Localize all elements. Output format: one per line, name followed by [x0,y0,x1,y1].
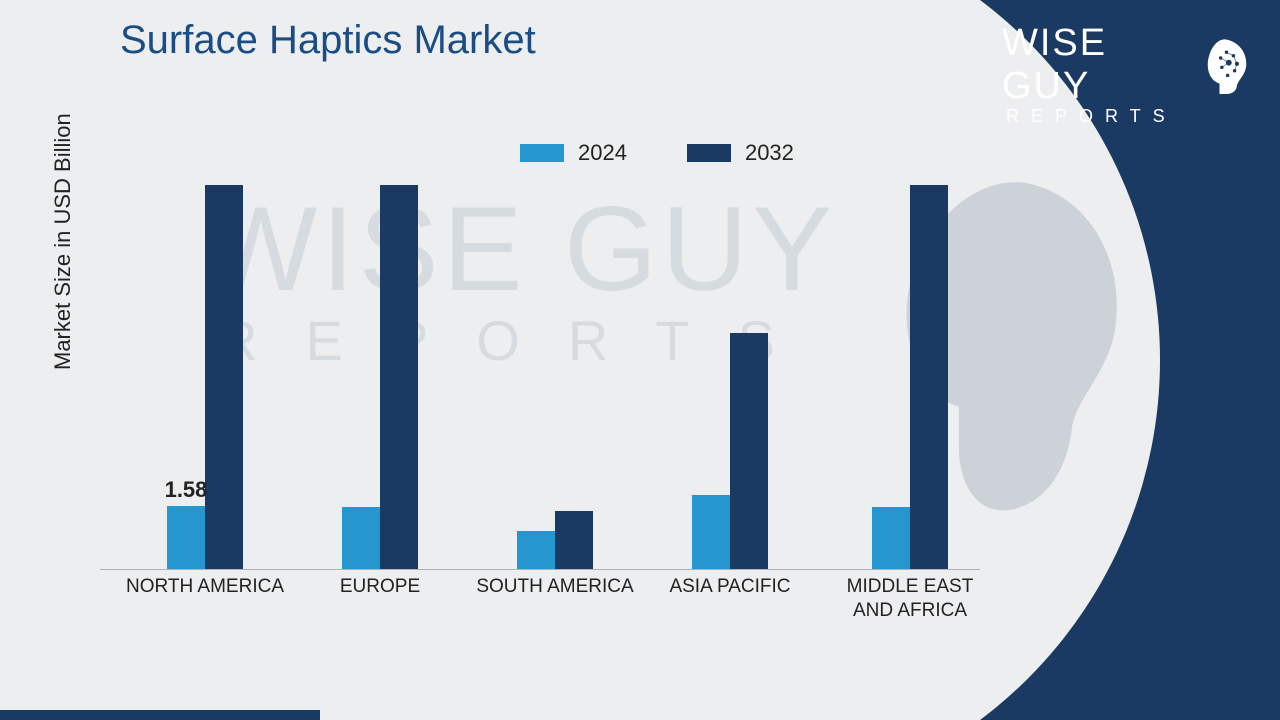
category-label: MIDDLE EAST AND AFRICA [830,575,990,623]
legend-label-2032: 2032 [745,140,794,166]
bar-group [305,185,455,569]
logo-head-icon [1194,36,1252,94]
legend-item-2024: 2024 [520,140,627,166]
legend-swatch-2024 [520,144,564,162]
bar-2032 [205,185,243,569]
bar-value-label: 1.58 [165,477,208,503]
category-label: EUROPE [300,575,460,599]
bar-group [655,333,805,569]
logo-text-line2: REPORTS [1006,106,1252,127]
bar-2024 [872,507,910,569]
bar-2032 [555,511,593,569]
legend-label-2024: 2024 [578,140,627,166]
legend-item-2032: 2032 [687,140,794,166]
brand-logo: WISE GUY REPORTS [1002,22,1252,127]
page-title: Surface Haptics Market [120,18,536,63]
bottom-accent-bar [0,710,320,720]
bar-2032 [910,185,948,569]
logo-text-line1: WISE GUY [1002,22,1188,108]
category-label: SOUTH AMERICA [475,575,635,599]
chart: 1.58 NORTH AMERICAEUROPESOUTH AMERICAASI… [100,170,980,570]
bar-group [480,511,630,569]
bar-2024 [692,495,730,569]
stage: WISE GUY REPORTS Surface Haptics Market [0,0,1280,720]
bar-2032 [730,333,768,569]
plot-area: 1.58 [100,170,980,570]
bar-group [835,185,985,569]
legend-swatch-2032 [687,144,731,162]
y-axis-label: Market Size in USD Billion [50,113,76,370]
category-label: ASIA PACIFIC [650,575,810,599]
bar-2024 [167,506,205,569]
bar-group [130,185,280,569]
legend: 2024 2032 [520,140,794,166]
category-label: NORTH AMERICA [125,575,285,599]
bar-2032 [380,185,418,569]
bar-2024 [342,507,380,569]
bar-2024 [517,531,555,569]
